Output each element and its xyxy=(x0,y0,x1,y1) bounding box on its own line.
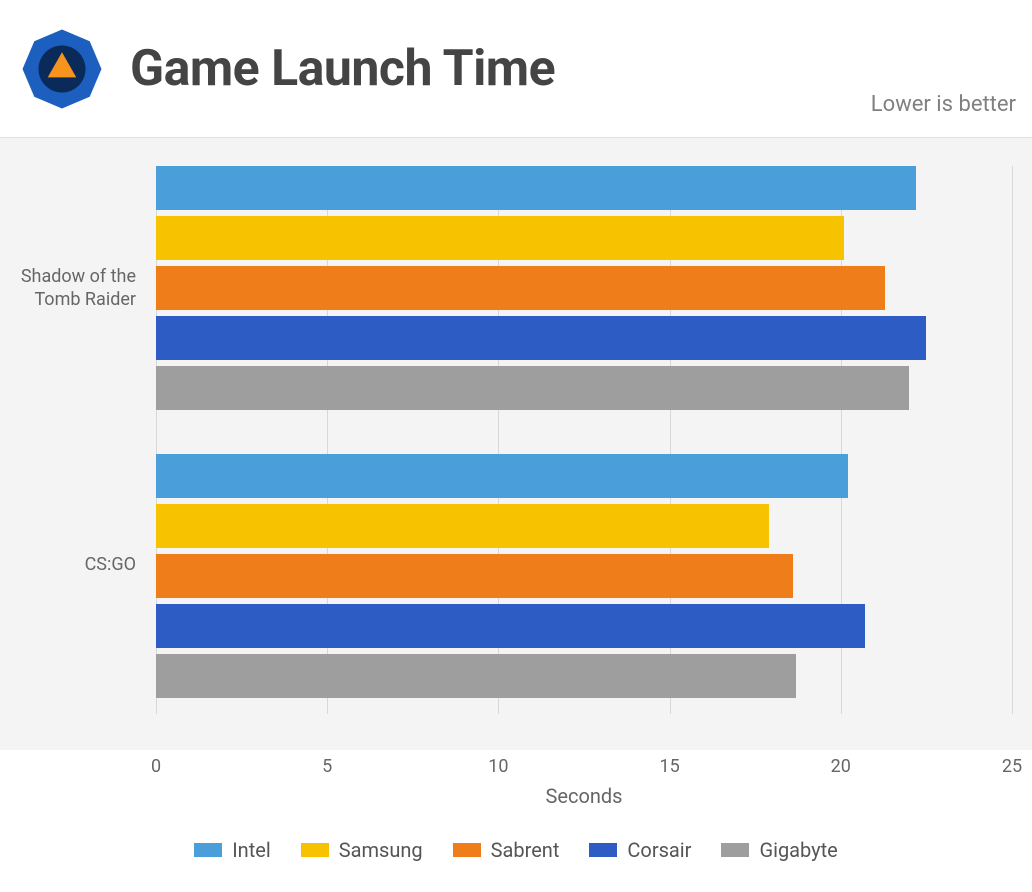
x-tick-label: 15 xyxy=(659,756,679,777)
chart-area: Shadow of the Tomb Raider CS:GO xyxy=(0,138,1032,750)
legend-label: Intel xyxy=(232,838,271,862)
bar xyxy=(156,366,909,410)
bar xyxy=(156,266,885,310)
header: Game Launch Time Lower is better xyxy=(0,0,1032,138)
legend-swatch xyxy=(453,843,481,857)
site-logo xyxy=(20,27,104,111)
legend-swatch xyxy=(589,843,617,857)
chart-subtitle: Lower is better xyxy=(871,92,1016,117)
chart-plot xyxy=(156,166,1012,714)
x-tick-label: 20 xyxy=(831,756,851,777)
bar xyxy=(156,166,916,210)
x-tick-label: 25 xyxy=(1002,756,1022,777)
x-axis: Seconds 0510152025 xyxy=(156,750,1012,832)
bar xyxy=(156,504,769,548)
legend-label: Sabrent xyxy=(491,838,560,862)
legend-label: Gigabyte xyxy=(759,838,837,862)
page-title: Game Launch Time xyxy=(130,40,555,98)
category-label-1: CS:GO xyxy=(0,554,148,577)
bar xyxy=(156,454,848,498)
logo-svg xyxy=(20,27,104,111)
legend-item: Intel xyxy=(194,838,271,862)
bar xyxy=(156,604,865,648)
x-tick-label: 10 xyxy=(488,756,508,777)
x-tick-label: 0 xyxy=(151,756,161,777)
gridline xyxy=(1012,166,1013,714)
bar xyxy=(156,316,926,360)
legend-item: Sabrent xyxy=(453,838,560,862)
legend: Intel Samsung Sabrent Corsair Gigabyte xyxy=(0,838,1032,862)
legend-item: Gigabyte xyxy=(721,838,837,862)
x-tick-label: 5 xyxy=(322,756,332,777)
legend-label: Corsair xyxy=(627,838,691,862)
legend-swatch xyxy=(721,843,749,857)
bar xyxy=(156,654,796,698)
legend-label: Samsung xyxy=(339,838,423,862)
bar xyxy=(156,216,844,260)
legend-swatch xyxy=(194,843,222,857)
legend-item: Corsair xyxy=(589,838,691,862)
x-axis-label: Seconds xyxy=(545,784,622,808)
legend-item: Samsung xyxy=(301,838,423,862)
bar xyxy=(156,554,793,598)
legend-swatch xyxy=(301,843,329,857)
page-root: Game Launch Time Lower is better Shadow … xyxy=(0,0,1032,892)
category-label-0: Shadow of the Tomb Raider xyxy=(0,266,148,311)
